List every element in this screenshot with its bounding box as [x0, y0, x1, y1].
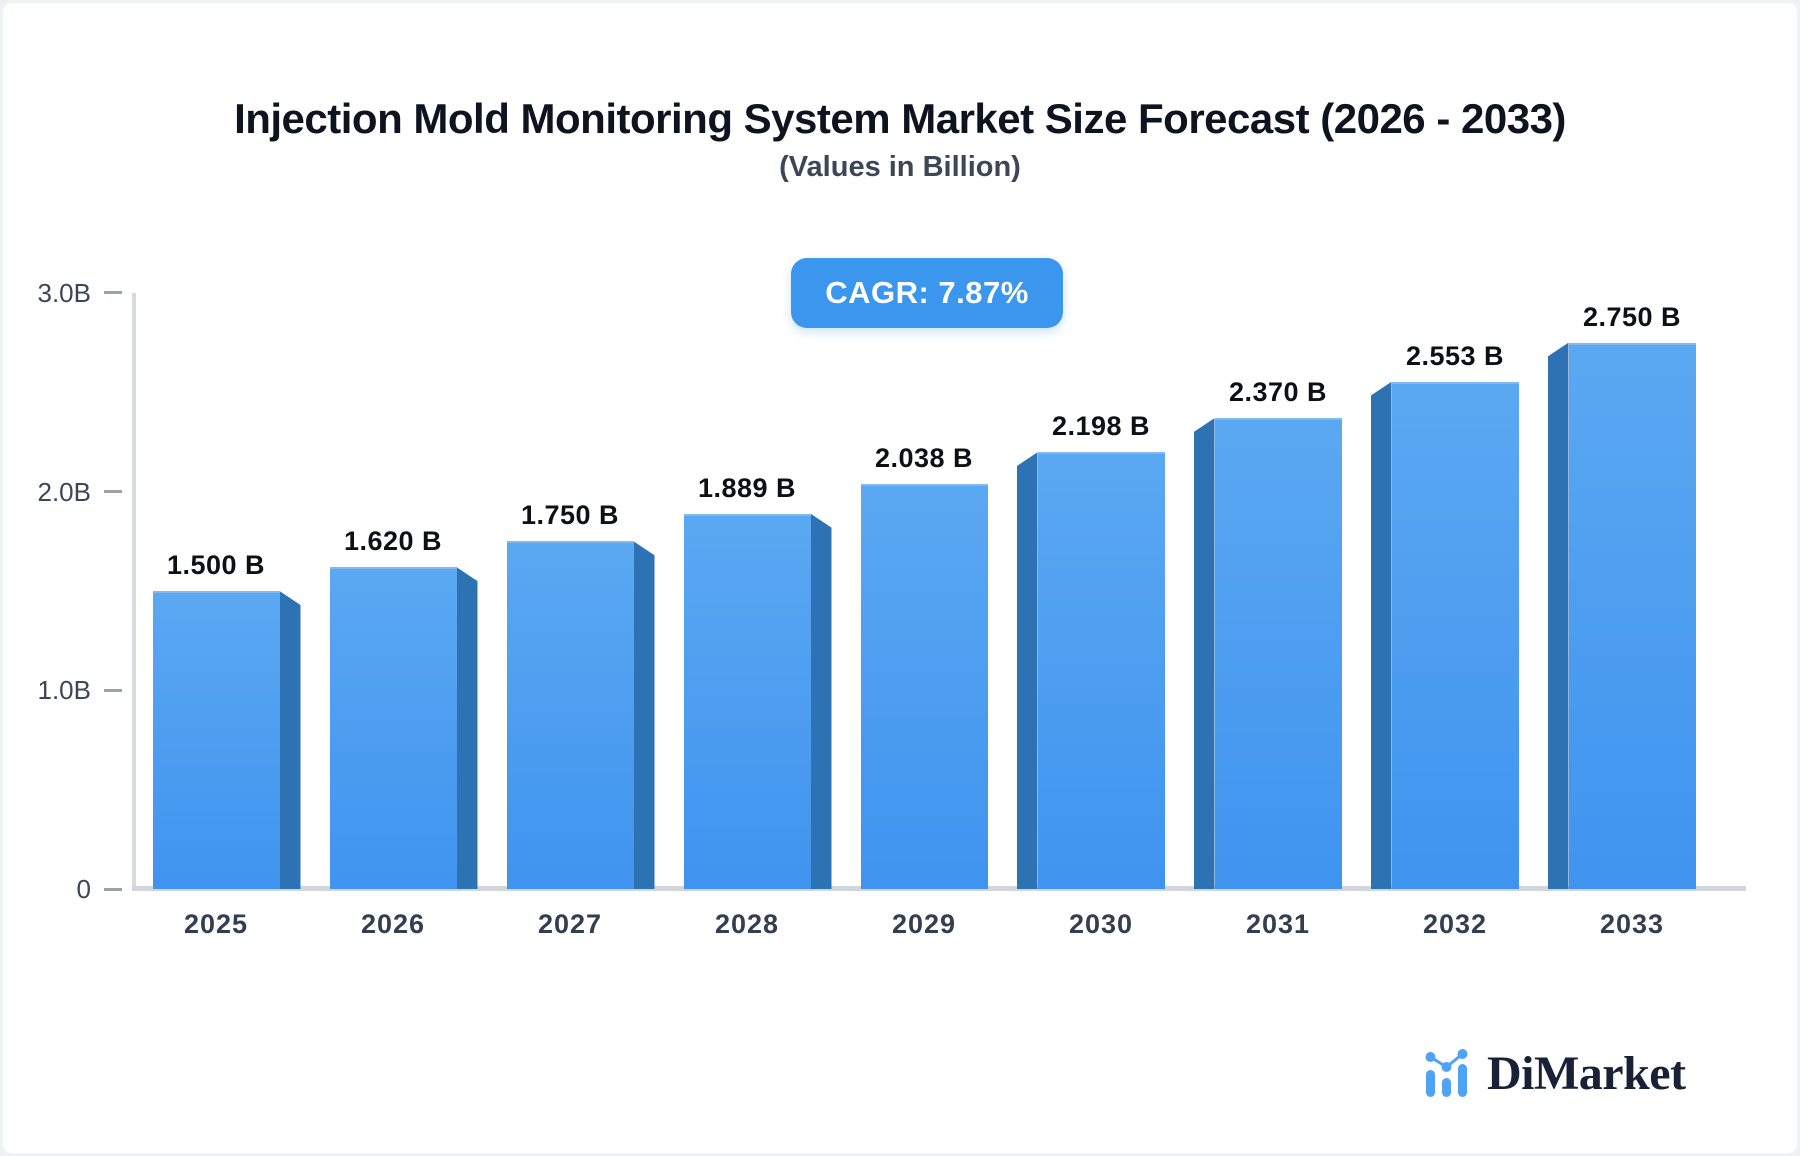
bar-2027 [506, 541, 634, 889]
bar-value-label-2033: 2.750 B [1582, 301, 1682, 332]
bar-side-2026 [456, 567, 478, 889]
y-tick-mark [104, 490, 122, 494]
y-tick-label: 3.0B [37, 277, 92, 308]
y-tick-mark [104, 688, 122, 692]
bar-side-2031 [1193, 418, 1215, 889]
bar-value-label-2030: 2.198 B [1051, 411, 1151, 442]
bar-2029 [860, 484, 988, 889]
y-tick-mark [104, 887, 122, 891]
bar-side-2028 [810, 513, 832, 889]
bar-line-chart-icon [1425, 1049, 1468, 1097]
x-axis-label-2033: 2033 [1599, 909, 1665, 939]
bar-value-label-2032: 2.553 B [1405, 340, 1505, 371]
dimarket-logo: DiMarket [1423, 1043, 1686, 1099]
bar-value-label-2026: 1.620 B [343, 526, 443, 557]
x-axis-label-2031: 2031 [1245, 909, 1311, 939]
bar-2030 [1037, 452, 1165, 889]
bar-value-label-2027: 1.750 B [520, 500, 620, 531]
bar-value-label-2025: 1.500 B [166, 549, 266, 580]
bar-2025 [152, 590, 280, 889]
x-axis-label-2032: 2032 [1422, 909, 1488, 939]
page-title: Injection Mold Monitoring System Market … [234, 95, 1566, 142]
bar-2031 [1214, 418, 1342, 889]
y-tick-mark [104, 291, 122, 295]
x-axis-label-2025: 2025 [183, 909, 249, 939]
x-axis-label-2029: 2029 [891, 909, 957, 939]
bar-value-label-2029: 2.038 B [874, 443, 974, 474]
bar-chart-plot-area: 0 1.0B 2.0B 3.0B 1.500 B 2025 1.620 B 2026 1.750… [3, 3, 1797, 1153]
bar-side-2027 [633, 541, 655, 889]
y-tick-label: 2.0B [37, 476, 92, 507]
bar-value-label-2031: 2.370 B [1228, 377, 1328, 408]
bar-2028 [683, 513, 811, 889]
bar-2026 [329, 567, 457, 889]
bar-side-2033 [1547, 342, 1569, 889]
x-axis-label-2026: 2026 [360, 909, 426, 939]
logo-text: DiMarket [1487, 1047, 1686, 1100]
bar-2033 [1568, 342, 1696, 889]
bar-2032 [1391, 381, 1519, 889]
chart-subtitle: (Values in Billion) [779, 151, 1021, 183]
cagr-badge: CAGR: 7.87% [791, 258, 1063, 328]
x-axis-label-2028: 2028 [714, 909, 780, 939]
y-axis-line [132, 293, 136, 889]
x-axis-label-2030: 2030 [1068, 909, 1134, 939]
cagr-badge-label: CAGR: 7.87% [825, 275, 1029, 310]
y-tick-label: 0 [76, 874, 91, 904]
x-axis-label-2027: 2027 [537, 909, 603, 939]
bar-side-2025 [279, 590, 301, 889]
bar-value-label-2028: 1.889 B [697, 472, 797, 503]
bar-side-2030 [1016, 452, 1038, 889]
y-tick-label: 1.0B [37, 675, 92, 706]
bar-side-2032 [1370, 381, 1392, 889]
